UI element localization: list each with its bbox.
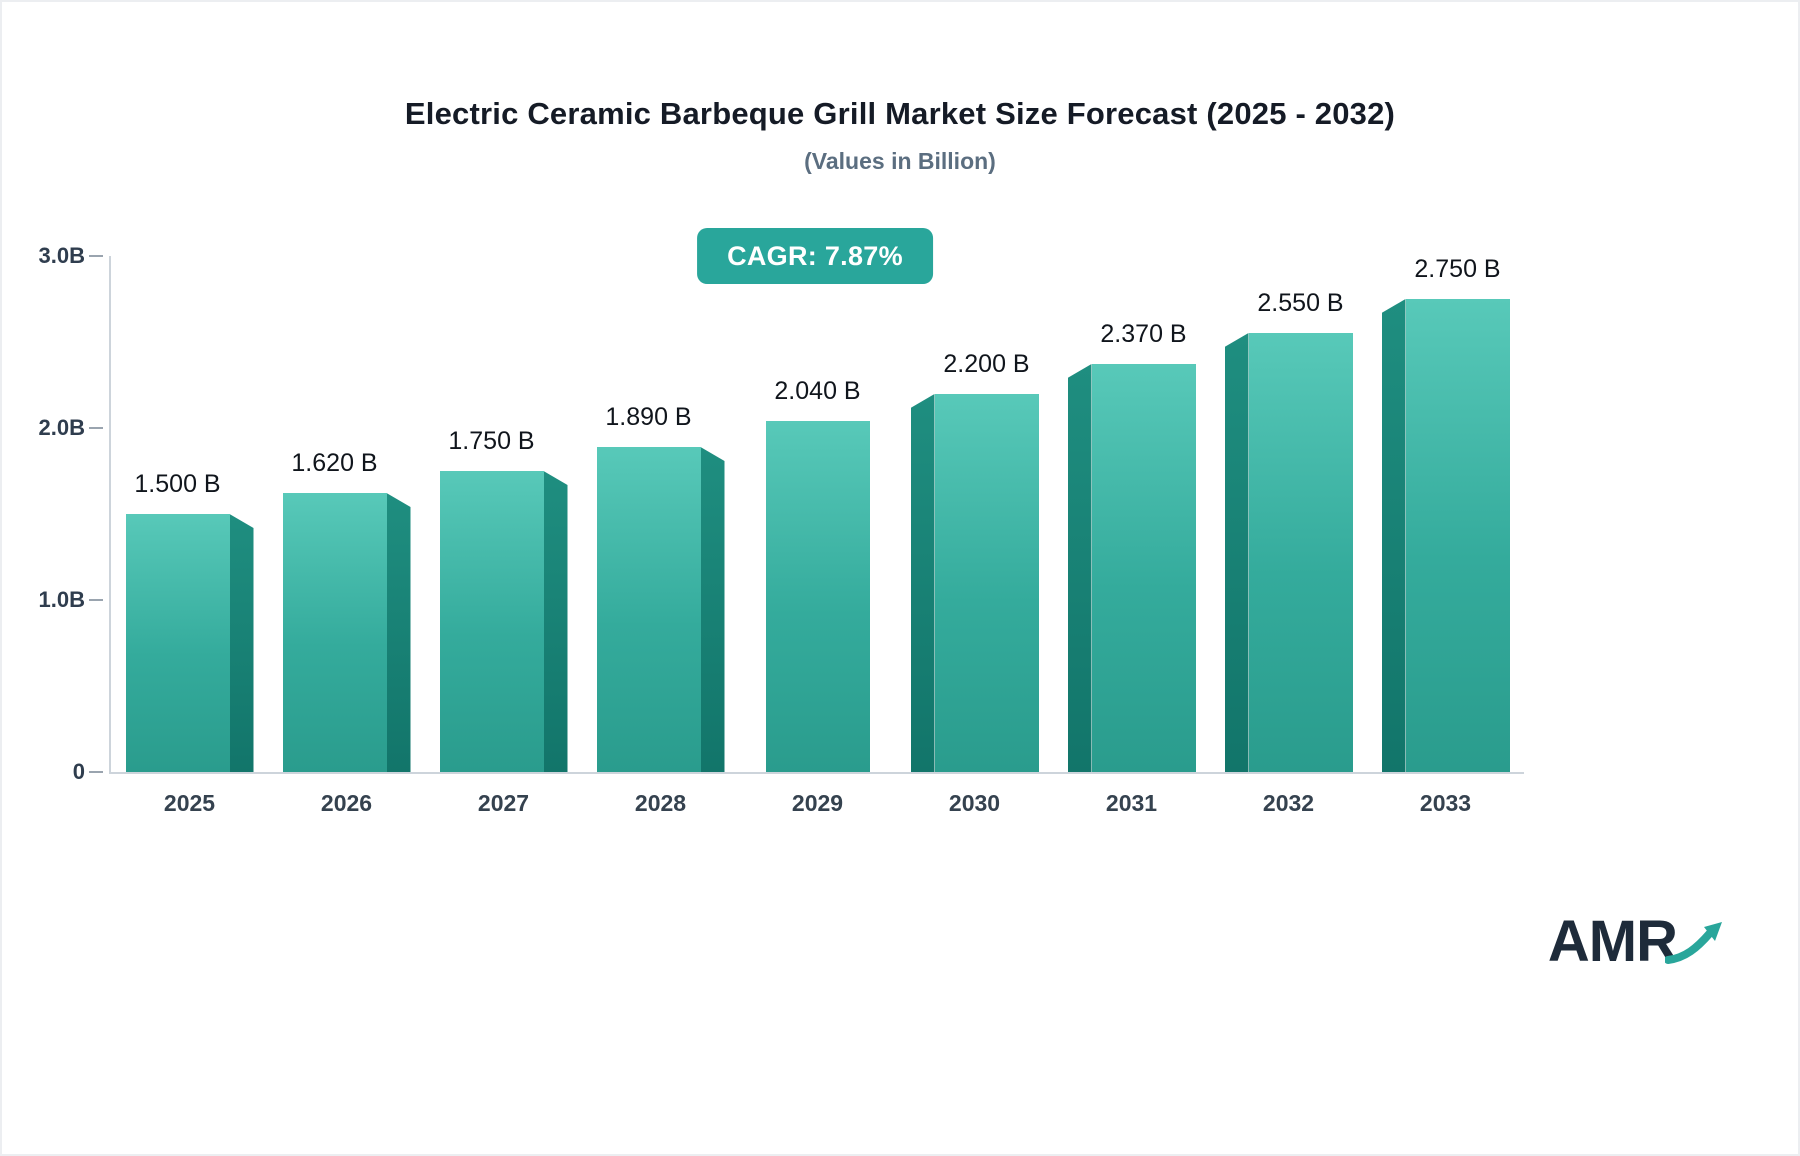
bar-face bbox=[1091, 364, 1196, 772]
bar bbox=[596, 447, 725, 772]
bar-value-label: 1.890 B bbox=[605, 403, 692, 431]
bar-side-face bbox=[1224, 333, 1249, 772]
y-axis-label: 3.0B bbox=[38, 243, 85, 268]
bar-side-face bbox=[1067, 364, 1092, 772]
x-axis-label: 2026 bbox=[320, 790, 373, 816]
x-axis-label: 2032 bbox=[1262, 790, 1315, 816]
chart-title: Electric Ceramic Barbeque Grill Market S… bbox=[404, 96, 1396, 131]
y-axis-tick bbox=[89, 255, 103, 257]
bar bbox=[1224, 333, 1353, 772]
bar-value-label: 1.750 B bbox=[448, 427, 535, 455]
amr-logo: AMR bbox=[1548, 910, 1723, 974]
x-axis-label: 2028 bbox=[634, 790, 687, 816]
x-axis-label: 2027 bbox=[477, 790, 530, 816]
bar-face bbox=[596, 447, 701, 772]
plot-area: 0 1.0B 2.0B 3.0B 1.500 B 2025 1.620 B 2026 1.750… bbox=[39, 243, 1524, 816]
logo-arrow-icon bbox=[1665, 922, 1722, 964]
bar-side-face bbox=[543, 471, 568, 772]
bar-side-face bbox=[229, 514, 254, 772]
cagr-badge-label: CAGR: 7.87% bbox=[727, 241, 903, 271]
y-axis-label: 2.0B bbox=[38, 415, 85, 440]
bar bbox=[1381, 299, 1510, 772]
x-axis-label: 2033 bbox=[1419, 790, 1472, 816]
bar-side-face bbox=[386, 493, 411, 772]
y-axis-tick bbox=[89, 599, 103, 601]
bar-face bbox=[1405, 299, 1510, 772]
bar-value-label: 1.620 B bbox=[291, 449, 378, 477]
x-axis-label: 2025 bbox=[163, 790, 216, 816]
bar-face bbox=[439, 471, 544, 772]
bar-face bbox=[282, 493, 387, 772]
bar bbox=[910, 394, 1039, 772]
x-axis-label: 2030 bbox=[948, 790, 1001, 816]
bar-face bbox=[1248, 333, 1353, 772]
bar bbox=[125, 514, 254, 772]
bar-value-label: 2.750 B bbox=[1414, 255, 1501, 283]
x-axis-label: 2031 bbox=[1105, 790, 1158, 816]
bar-value-label: 2.040 B bbox=[774, 377, 861, 405]
y-axis-label: 0 bbox=[72, 759, 85, 784]
bar bbox=[1067, 364, 1196, 772]
bar bbox=[282, 493, 411, 772]
bar-value-label: 1.500 B bbox=[134, 470, 221, 498]
y-axis-tick bbox=[89, 771, 103, 773]
bar-value-label: 2.200 B bbox=[943, 350, 1030, 378]
bar-side-face bbox=[700, 447, 725, 772]
amr-logo-text: AMR bbox=[1547, 909, 1678, 974]
bar-value-label: 2.550 B bbox=[1257, 289, 1344, 317]
x-axis-label: 2029 bbox=[791, 790, 844, 816]
y-axis-tick bbox=[89, 427, 103, 429]
bar bbox=[765, 421, 870, 772]
chart-subtitle: (Values in Billion) bbox=[804, 148, 996, 174]
bar bbox=[439, 471, 568, 772]
bar-face bbox=[125, 514, 230, 772]
bar-face bbox=[765, 421, 870, 772]
cagr-badge: CAGR: 7.87% bbox=[697, 228, 933, 284]
bar-value-label: 2.370 B bbox=[1100, 320, 1187, 348]
bar-side-face bbox=[910, 394, 935, 772]
bar-side-face bbox=[1381, 299, 1406, 772]
y-axis-label: 1.0B bbox=[38, 587, 85, 612]
bar-face bbox=[934, 394, 1039, 772]
